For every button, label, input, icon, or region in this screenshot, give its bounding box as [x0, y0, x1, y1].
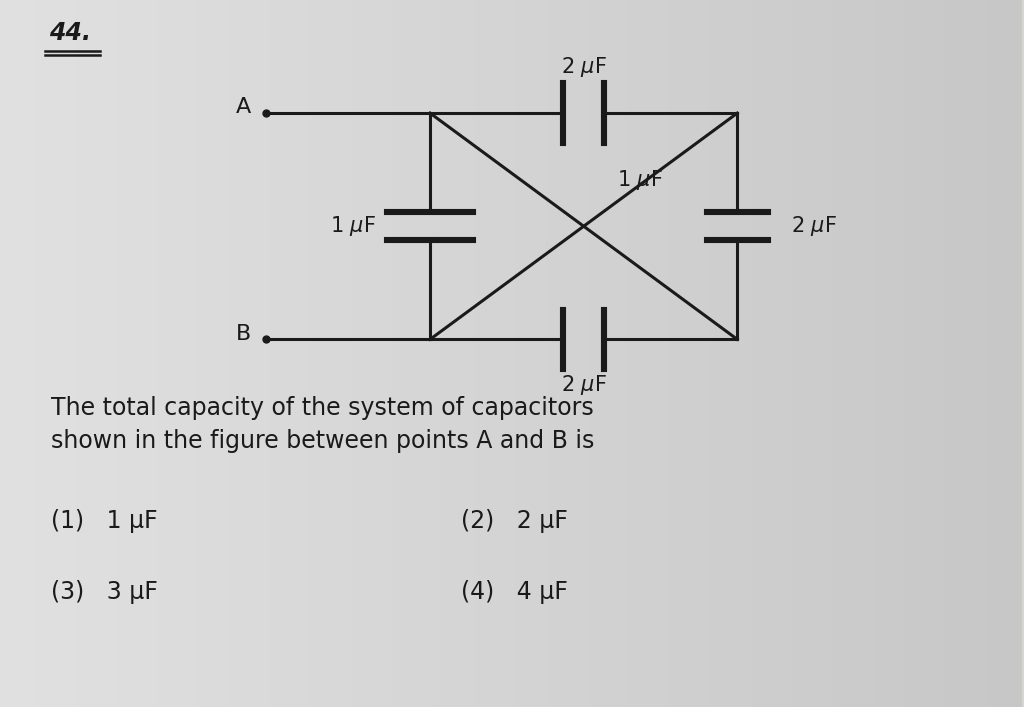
Text: 1 $\mu$F: 1 $\mu$F: [617, 168, 663, 192]
Text: 2 $\mu$F: 2 $\mu$F: [792, 214, 837, 238]
Text: 2 $\mu$F: 2 $\mu$F: [561, 55, 606, 79]
Text: (3)   3 μF: (3) 3 μF: [51, 580, 158, 604]
Text: 44.: 44.: [49, 21, 91, 45]
Text: (4)   4 μF: (4) 4 μF: [461, 580, 567, 604]
Text: 2 $\mu$F: 2 $\mu$F: [561, 373, 606, 397]
Text: (2)   2 μF: (2) 2 μF: [461, 509, 567, 533]
Text: (1)   1 μF: (1) 1 μF: [51, 509, 158, 533]
Text: A: A: [236, 98, 251, 117]
Text: B: B: [236, 324, 251, 344]
Text: 1 $\mu$F: 1 $\mu$F: [331, 214, 376, 238]
Text: The total capacity of the system of capacitors
shown in the figure between point: The total capacity of the system of capa…: [51, 396, 595, 453]
